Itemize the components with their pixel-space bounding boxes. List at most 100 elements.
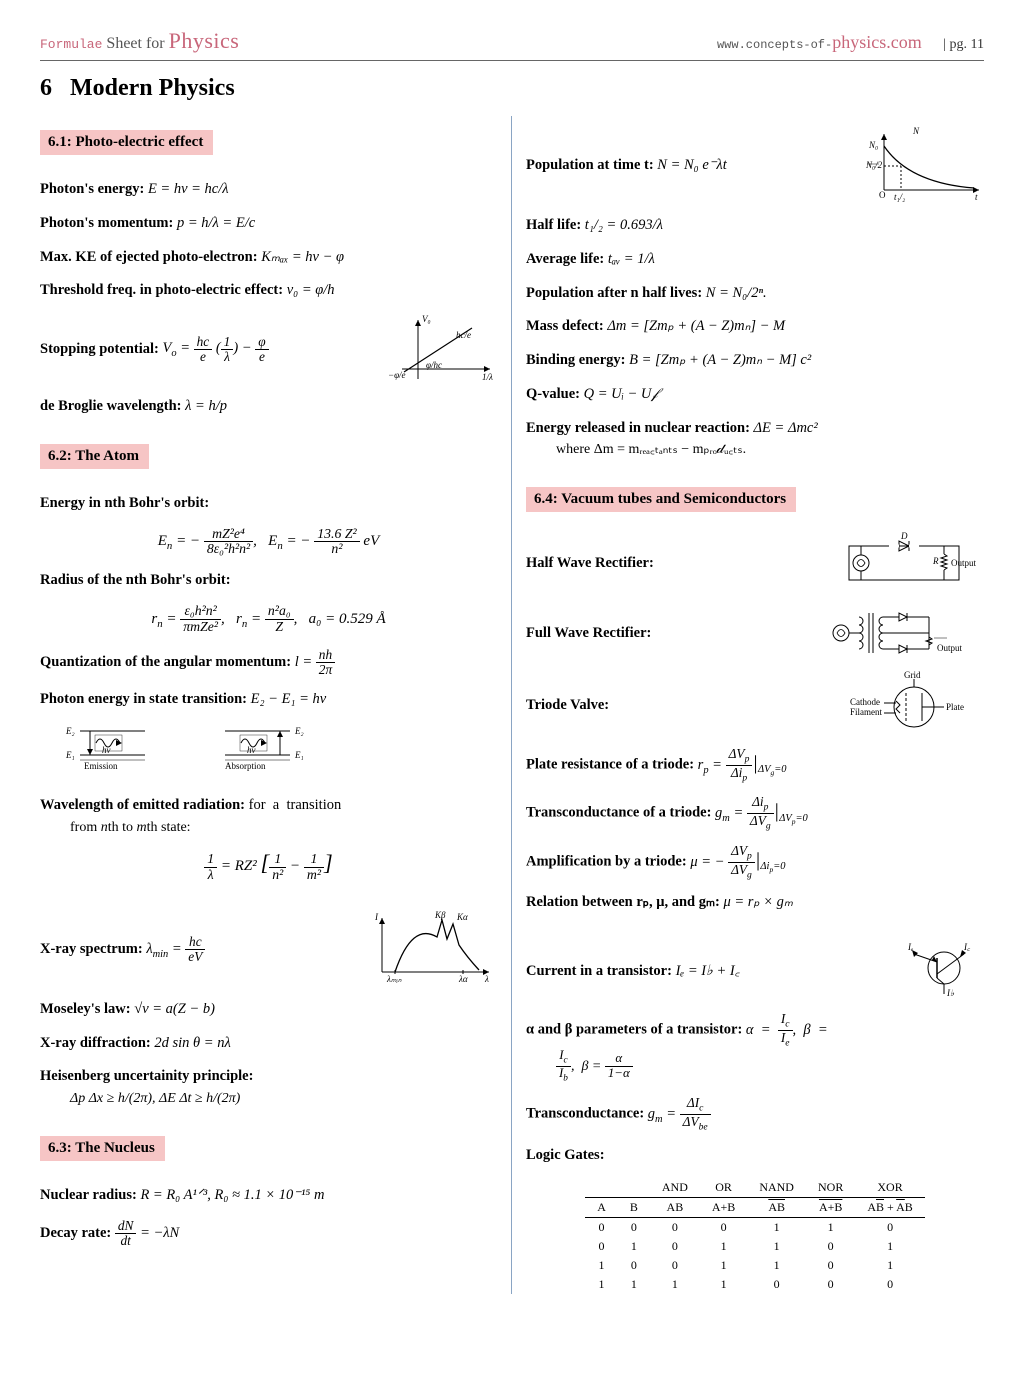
half-wave-row: Half Wave Rectifier: D bbox=[526, 536, 984, 591]
svg-text:V₀: V₀ bbox=[422, 314, 431, 324]
state-transition: Photon energy in state transition: E₂ − … bbox=[40, 689, 497, 711]
heisenberg-label: Heisenberg uncertainity principle: bbox=[40, 1068, 253, 1084]
stopping-potential-row: Stopping potential: Vo = hce (1λ) − φe V… bbox=[40, 314, 497, 384]
xray-spectrum: X-ray spectrum: λmin = hceV bbox=[40, 935, 205, 964]
transistor-current-label: Current in a transistor: bbox=[526, 963, 672, 979]
max-ke-label: Max. KE of ejected photo-electron: bbox=[40, 249, 258, 265]
header-right: www.concepts-of-physics.com | pg. 11 bbox=[717, 32, 984, 53]
bohr-energy-label: Energy in nth Bohr's orbit: bbox=[40, 495, 209, 511]
mass-defect: Mass defect: Δm = [Zmₚ + (A − Z)mₙ] − M bbox=[526, 316, 984, 338]
debroglie: de Broglie wavelength: λ = h/p bbox=[40, 396, 497, 418]
left-column: 6.1: Photo-electric effect Photon's ener… bbox=[40, 116, 512, 1294]
photon-energy-eq: E = hν = hc/λ bbox=[148, 181, 229, 197]
triode-row: Triode Valve: Grid Cathode Filament Plat… bbox=[526, 675, 984, 735]
debroglie-eq: λ = h/p bbox=[185, 398, 227, 414]
emitted-label: Wavelength of emitted radiation: bbox=[40, 797, 245, 813]
svg-text:E₂: E₂ bbox=[294, 726, 304, 736]
threshold-eq: ν₀ = φ/h bbox=[287, 282, 335, 298]
svg-text:Plate: Plate bbox=[946, 702, 964, 712]
mass-defect-label: Mass defect: bbox=[526, 318, 604, 334]
half-life-label: Half life: bbox=[526, 217, 581, 233]
svg-text:hν: hν bbox=[247, 745, 256, 755]
svg-text:hc/e: hc/e bbox=[456, 330, 471, 340]
triode-valve-icon: Grid Cathode Filament Plate bbox=[834, 675, 984, 735]
svg-text:I♭: I♭ bbox=[946, 988, 955, 998]
q-value: Q-value: Q = Uᵢ − U𝒻 bbox=[526, 384, 984, 406]
sheet-for: Sheet for bbox=[106, 35, 164, 52]
table-header-1: AND OR NAND NOR XOR bbox=[585, 1178, 925, 1198]
transistor-current: Current in a transistor: Iₑ = I♭ + I꜀ bbox=[526, 960, 740, 980]
full-wave-label: Full Wave Rectifier: bbox=[526, 625, 651, 641]
transcond-eq: gm = ΔipΔVg|ΔVp=0 bbox=[715, 805, 808, 821]
state-trans-label: Photon energy in state transition: bbox=[40, 691, 247, 707]
svg-text:N₀: N₀ bbox=[868, 140, 878, 150]
half-life-eq: t₁/₂ = 0.693/λ bbox=[585, 217, 663, 233]
physics-word: Physics bbox=[169, 28, 240, 53]
stopping-label: Stopping potential: bbox=[40, 340, 159, 356]
subsection-6-1: 6.1: Photo-electric effect bbox=[40, 130, 213, 155]
svg-text:E₁: E₁ bbox=[65, 750, 75, 760]
svg-text:t₁/₂: t₁/₂ bbox=[894, 192, 905, 202]
svg-text:O: O bbox=[879, 190, 886, 200]
binding-eq: B = [Zmₚ + (A − Z)mₙ − M] c² bbox=[629, 352, 811, 368]
avg-life-label: Average life: bbox=[526, 251, 604, 267]
half-life: Half life: t₁/₂ = 0.693/λ bbox=[526, 215, 984, 237]
xray-diff-eq: 2d sin θ = nλ bbox=[154, 1035, 230, 1051]
full-wave-row: Full Wave Rectifier: bbox=[526, 603, 984, 663]
emission-absorption-icon: E₂ E₁ hν Emission E₂ E₁ bbox=[60, 723, 340, 778]
moseley-label: Moseley's law: bbox=[40, 1001, 131, 1017]
energy-released-label: Energy released in nuclear reaction: bbox=[526, 420, 750, 436]
qvalue-label: Q-value: bbox=[526, 386, 580, 402]
svg-text:λ: λ bbox=[484, 974, 489, 984]
svg-text:Output: Output bbox=[937, 643, 963, 653]
plate-resistance: Plate resistance of a triode: rp = ΔVpΔi… bbox=[526, 747, 984, 783]
decay-rate: Decay rate: dNdt = −λN bbox=[40, 1219, 497, 1248]
heisenberg: Heisenberg uncertainity principle: Δp Δx… bbox=[40, 1066, 497, 1110]
threshold-freq: Threshold freq. in photo-electric effect… bbox=[40, 280, 497, 302]
plate-res-label: Plate resistance of a triode: bbox=[526, 757, 694, 773]
svg-text:D: D bbox=[900, 531, 908, 541]
transcond2-label: Transconductance: bbox=[526, 1106, 644, 1122]
full-wave-rectifier-icon: Output bbox=[829, 603, 984, 663]
xray-spectrum-graph-icon: I λ λₘᵢₙ λα Kβ Kα bbox=[367, 912, 497, 987]
alpha-beta-eq: α = IcIe, β = bbox=[746, 1022, 828, 1038]
photon-momentum-label: Photon's momentum: bbox=[40, 215, 173, 231]
section-name: Modern Physics bbox=[70, 75, 235, 101]
half-wave-label: Half Wave Rectifier: bbox=[526, 555, 654, 571]
relation-eq: μ = rₚ × gₘ bbox=[723, 894, 792, 910]
formulae-word: Formulae bbox=[40, 37, 102, 52]
svg-text:Output: Output bbox=[951, 558, 977, 568]
population-eq: N = N₀ e⁻λt bbox=[657, 157, 726, 173]
table-row: 1001101 bbox=[585, 1256, 925, 1275]
population: Population at time t: N = N₀ e⁻λt bbox=[526, 157, 727, 174]
subsection-6-4: 6.4: Vacuum tubes and Semiconductors bbox=[526, 487, 796, 512]
svg-text:λα: λα bbox=[458, 974, 468, 984]
emitted-radiation: Wavelength of emitted radiation: for a t… bbox=[40, 795, 497, 839]
energy-released-note: where Δm = mᵣₑₐ꜀ₜₐₙₜₛ − mₚᵣₒ𝒹ᵤ꜀ₜₛ. bbox=[556, 442, 746, 457]
svg-text:hν: hν bbox=[102, 745, 111, 755]
svg-text:Kβ: Kβ bbox=[434, 910, 446, 920]
nuclear-radius-label: Nuclear radius: bbox=[40, 1187, 137, 1203]
xray-spectrum-label: X-ray spectrum: bbox=[40, 941, 143, 957]
plate-res-eq: rp = ΔVpΔip|ΔVg=0 bbox=[698, 757, 787, 773]
table-row: 0101101 bbox=[585, 1237, 925, 1256]
nuclear-radius-eq: R = R₀ A¹ᐟ³, R₀ ≈ 1.1 × 10⁻¹⁵ m bbox=[140, 1187, 324, 1203]
pop-after-eq: N = N₀/2ⁿ. bbox=[706, 285, 767, 301]
nuclear-radius: Nuclear radius: R = R₀ A¹ᐟ³, R₀ ≈ 1.1 × … bbox=[40, 1185, 497, 1207]
alpha-beta-label: α and β parameters of a transistor: bbox=[526, 1022, 742, 1038]
pop-after: Population after n half lives: N = N₀/2ⁿ… bbox=[526, 283, 984, 305]
rydberg-eq: 1λ = RZ² [1n² − 1m²] bbox=[40, 850, 497, 882]
svg-text:φ/hc: φ/hc bbox=[426, 360, 442, 370]
photon-momentum: Photon's momentum: p = h/λ = E/c bbox=[40, 213, 497, 235]
bohr-energy-eq: En = − mZ²e⁴8ε₀²h²n², En = − 13.6 Z²n² e… bbox=[40, 527, 497, 557]
svg-text:Emission: Emission bbox=[84, 761, 118, 771]
url-prefix: www.concepts-of- bbox=[717, 38, 832, 52]
moseley: Moseley's law: √ν = a(Z − b) bbox=[40, 999, 497, 1021]
binding-energy: Binding energy: B = [Zmₚ + (A − Z)mₙ − M… bbox=[526, 350, 984, 372]
triode-label: Triode Valve: bbox=[526, 697, 609, 713]
half-wave-rectifier-icon: D R Output bbox=[839, 536, 984, 591]
emitted-desc2: from nth to mth state: bbox=[70, 820, 191, 835]
transistor-current-eq: Iₑ = I♭ + I꜀ bbox=[676, 963, 740, 979]
svg-text:Cathode: Cathode bbox=[850, 697, 880, 707]
moseley-eq: √ν = a(Z − b) bbox=[134, 1001, 215, 1017]
